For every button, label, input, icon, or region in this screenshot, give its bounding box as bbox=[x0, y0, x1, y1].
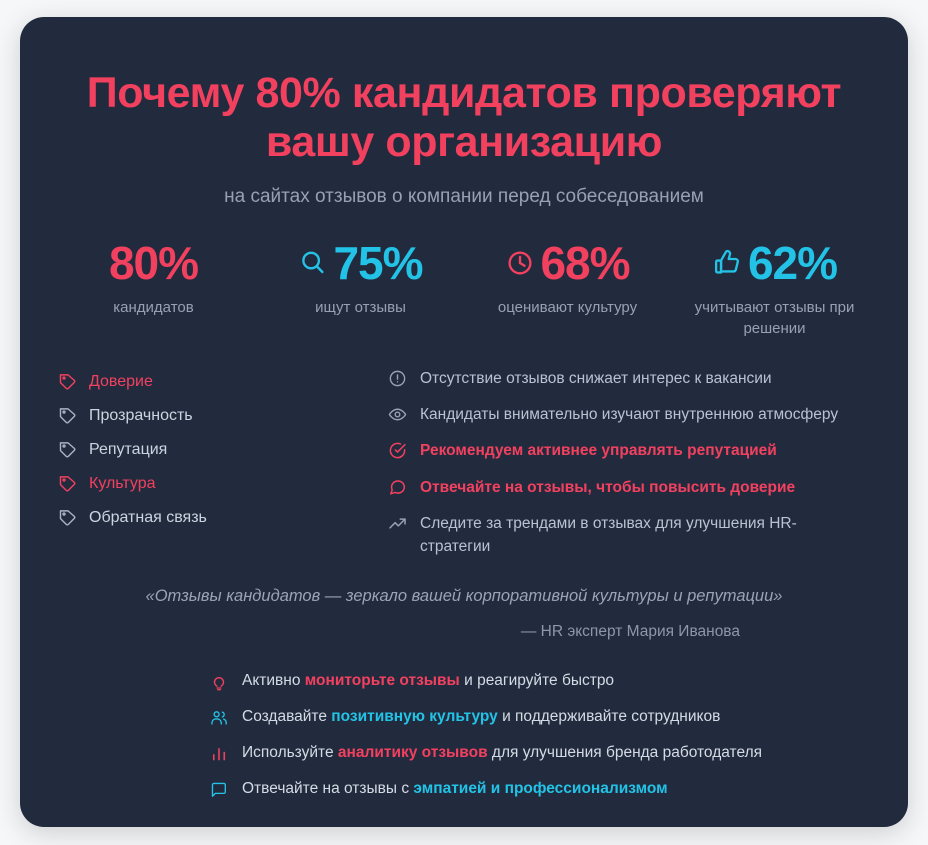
stat-label: кандидатов bbox=[113, 298, 194, 316]
alert-circle-icon bbox=[388, 367, 407, 388]
page-title: Почему 80% кандидатов проверяют вашу орг… bbox=[86, 69, 842, 167]
infographic-card: Почему 80% кандидатов проверяют вашу орг… bbox=[20, 17, 908, 827]
tag-item-feedback[interactable]: Обратная связь bbox=[58, 501, 388, 535]
quote-text: «Отзывы кандидатов — зеркало вашей корпо… bbox=[145, 587, 783, 606]
tip-item-analytics: Используйте аналитику отзывов для улучше… bbox=[210, 743, 868, 764]
tag-list: Доверие Прозрачность Р bbox=[58, 365, 388, 572]
tip-text-after: и поддерживайте сотрудников bbox=[497, 708, 721, 726]
fact-item-no-reviews: Отсутствие отзывов снижает интерес к вак… bbox=[388, 367, 866, 390]
search-icon bbox=[298, 248, 328, 278]
tag-label: Обратная связь bbox=[89, 508, 207, 526]
tag-item-trust[interactable]: Доверие bbox=[58, 365, 388, 399]
tip-item-monitor: Активно мониторьте отзывы и реагируйте б… bbox=[210, 671, 868, 692]
tip-text: Отвечайте на отзывы с эмпатией и професс… bbox=[242, 779, 668, 800]
tag-item-transparency[interactable]: Прозрачность bbox=[58, 399, 388, 433]
fact-text: Следите за трендами в отзывах для улучше… bbox=[420, 514, 797, 556]
stat-label: ищут отзывы bbox=[315, 298, 406, 316]
tips-list: Активно мониторьте отзывы и реагируйте б… bbox=[20, 671, 908, 800]
stat-value: 80% bbox=[108, 236, 199, 289]
trending-up-icon bbox=[388, 512, 407, 533]
eye-icon bbox=[388, 403, 407, 424]
fact-text: Рекомендуем активнее управлять репутацие… bbox=[420, 442, 777, 460]
tip-text: Создавайте позитивную культуру и поддерж… bbox=[242, 707, 720, 728]
tag-label: Прозрачность bbox=[89, 406, 193, 424]
bar-chart-icon bbox=[210, 743, 228, 763]
stat-card-candidates: 80% кандидатов bbox=[50, 236, 257, 318]
tag-item-reputation[interactable]: Репутация bbox=[58, 433, 388, 467]
tag-icon bbox=[58, 372, 77, 391]
header: Почему 80% кандидатов проверяют вашу орг… bbox=[20, 17, 908, 208]
tag-label: Репутация bbox=[89, 440, 168, 458]
tip-item-culture: Создавайте позитивную культуру и поддерж… bbox=[210, 707, 868, 728]
message-square-icon bbox=[210, 779, 228, 799]
check-circle-icon bbox=[388, 439, 407, 460]
tag-icon bbox=[58, 474, 77, 493]
stat-value: 75% bbox=[333, 236, 423, 289]
tip-text-before: Создавайте bbox=[242, 708, 332, 726]
tag-icon bbox=[58, 440, 77, 459]
fact-item-trends: Следите за трендами в отзывах для улучше… bbox=[388, 512, 866, 559]
fact-item-reply-reviews: Отвечайте на отзывы, чтобы повысить дове… bbox=[388, 476, 866, 499]
tag-label: Доверие bbox=[89, 372, 153, 390]
tip-text-after: для улучшения бренда работодателя bbox=[487, 744, 763, 762]
quote-block: «Отзывы кандидатов — зеркало вашей корпо… bbox=[20, 587, 908, 641]
lightbulb-icon bbox=[210, 671, 228, 691]
fact-item-manage-reputation: Рекомендуем активнее управлять репутацие… bbox=[388, 439, 866, 462]
stat-label: оценивают культуру bbox=[497, 298, 638, 316]
thumbs-up-icon bbox=[712, 247, 743, 278]
tip-text-after: и реагируйте быстро bbox=[459, 672, 615, 690]
stat-card-decision: 62% учитывают отзывы при решении bbox=[671, 236, 878, 339]
stat-label: учитывают отзывы при решении bbox=[694, 298, 855, 337]
tip-text-before: Отвечайте на отзывы с bbox=[242, 780, 414, 798]
page-subtitle: на сайтах отзывов о компании перед собес… bbox=[224, 185, 704, 207]
tip-text: Активно мониторьте отзывы и реагируйте б… bbox=[242, 671, 614, 692]
fact-text: Кандидаты внимательно изучают внутреннюю… bbox=[420, 406, 839, 424]
tip-item-empathy: Отвечайте на отзывы с эмпатией и професс… bbox=[210, 779, 868, 800]
fact-item-atmosphere: Кандидаты внимательно изучают внутреннюю… bbox=[388, 403, 866, 426]
tip-text-highlight: аналитику отзывов bbox=[337, 744, 488, 762]
clock-icon bbox=[505, 248, 535, 278]
fact-text: Отсутствие отзывов снижает интерес к вак… bbox=[420, 369, 772, 387]
tip-text-highlight: эмпатией и профессионализмом bbox=[413, 780, 668, 798]
tag-item-culture[interactable]: Культура bbox=[58, 467, 388, 501]
fact-list: Отсутствие отзывов снижает интерес к вак… bbox=[388, 365, 866, 572]
stat-value: 68% bbox=[540, 236, 630, 289]
tip-text-highlight: мониторьте отзывы bbox=[304, 672, 460, 690]
quote-author: — HR эксперт Мария Иванова bbox=[520, 623, 740, 641]
stats-row: 80% кандидатов 75% ищут отзывы bbox=[20, 236, 908, 339]
content-columns: Доверие Прозрачность Р bbox=[20, 365, 908, 572]
tag-icon bbox=[58, 508, 77, 527]
tip-text-before: Активно bbox=[242, 672, 305, 690]
fact-text: Отвечайте на отзывы, чтобы повысить дове… bbox=[420, 478, 796, 496]
stat-value: 62% bbox=[747, 236, 838, 289]
stat-card-search-reviews: 75% ищут отзывы bbox=[257, 236, 464, 318]
tip-text-before: Используйте bbox=[242, 744, 338, 762]
tag-icon bbox=[58, 406, 77, 425]
message-circle-icon bbox=[388, 476, 407, 497]
tag-label: Культура bbox=[89, 474, 156, 492]
tip-text: Используйте аналитику отзывов для улучше… bbox=[242, 743, 762, 764]
stat-card-culture: 68% оценивают культуру bbox=[464, 236, 671, 318]
tip-text-highlight: позитивную культуру bbox=[331, 708, 498, 726]
users-icon bbox=[210, 707, 228, 727]
